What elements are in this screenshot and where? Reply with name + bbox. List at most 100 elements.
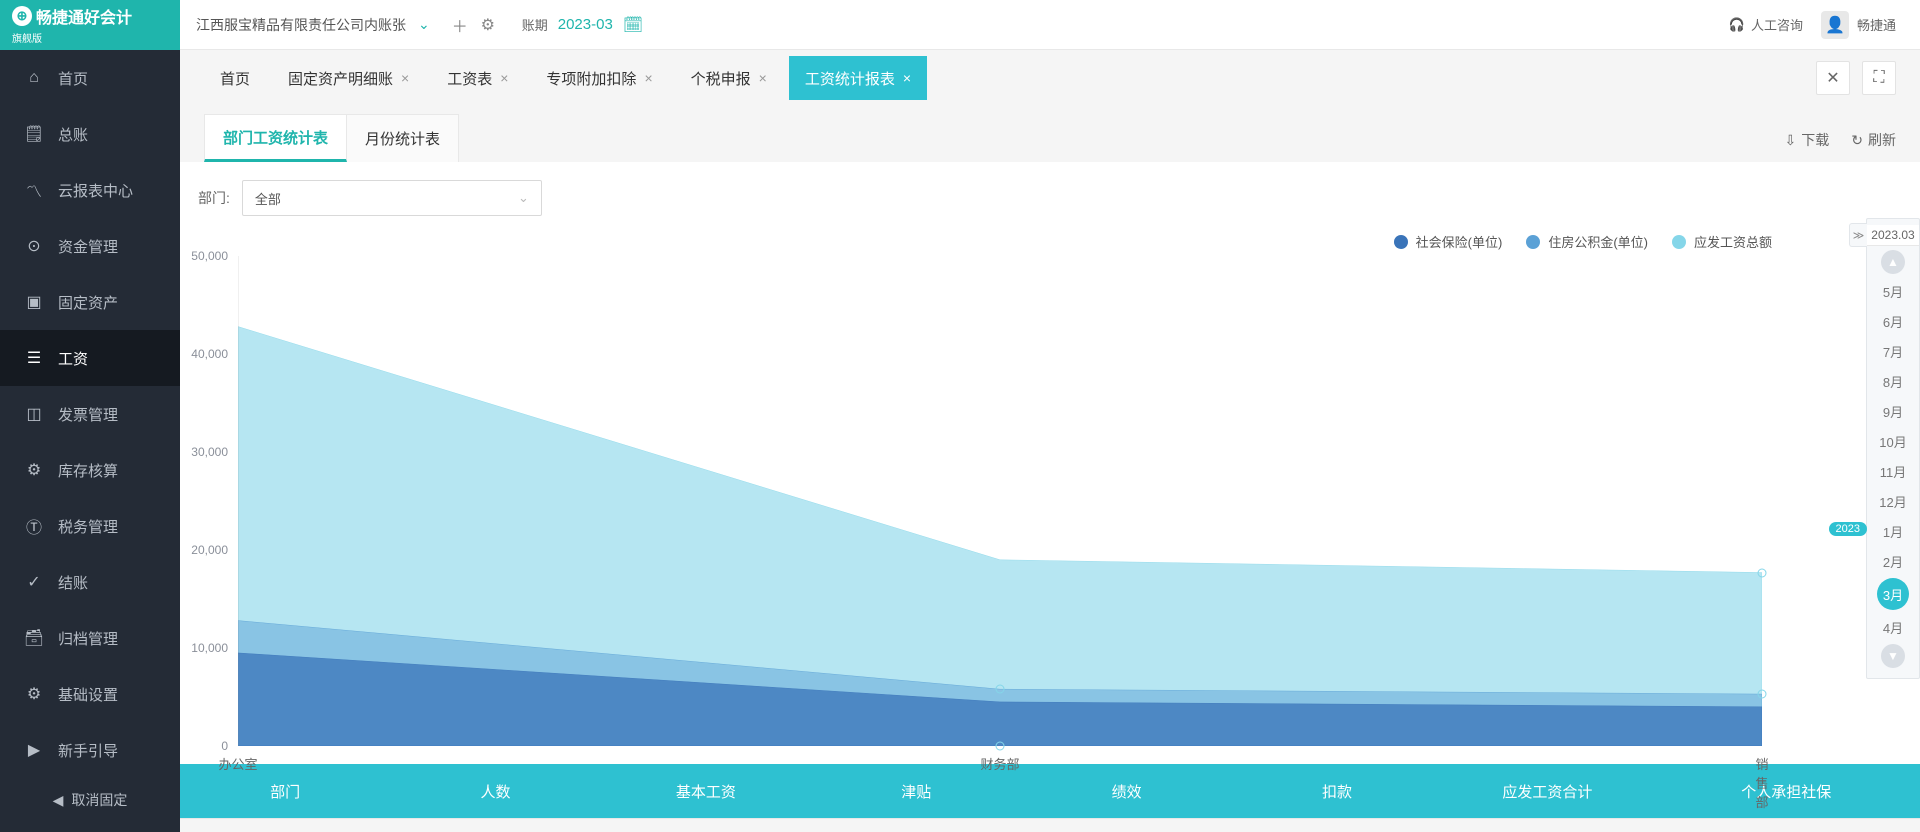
month-cell[interactable]: 9月: [1873, 398, 1913, 424]
month-cell[interactable]: 11月: [1873, 458, 1913, 484]
chart-marker: [1758, 568, 1767, 577]
calendar-icon[interactable]: 🗓: [623, 15, 643, 35]
sidebar-item-archive[interactable]: 🗃归档管理: [0, 610, 180, 666]
chart-legend: 社会保险(单位) 住房公积金(单位) 应发工资总额: [1394, 232, 1772, 251]
tab-5[interactable]: 工资统计报表 ×: [789, 56, 927, 100]
tab-label: 首页: [220, 68, 250, 89]
x-tick-label: 财务部: [980, 754, 1019, 773]
month-cell[interactable]: 2月: [1873, 548, 1913, 574]
month-cell[interactable]: 8月: [1873, 368, 1913, 394]
fullscreen-button[interactable]: ⛶: [1862, 61, 1896, 95]
sidebar-item-tax[interactable]: Ⓣ税务管理: [0, 498, 180, 554]
month-cell[interactable]: 4月: [1873, 614, 1913, 640]
invoice-icon: ◫: [24, 404, 44, 424]
tab-4[interactable]: 个税申报×: [675, 56, 783, 100]
table-header-cell: 部门: [180, 781, 390, 802]
month-cell[interactable]: 5月: [1873, 278, 1913, 304]
legend-item[interactable]: 住房公积金(单位): [1526, 232, 1648, 251]
sidebar-item-label: 总账: [58, 124, 88, 145]
sidebar-item-stock[interactable]: ⚙库存核算: [0, 442, 180, 498]
base-icon: ⚙: [24, 684, 44, 704]
close-icon[interactable]: ×: [759, 70, 767, 86]
table-header-cell: 应发工资合计: [1442, 781, 1652, 802]
home-icon: ⌂: [24, 68, 44, 88]
department-select[interactable]: 全部 ⌄: [242, 180, 542, 216]
avatar: 👤: [1821, 11, 1849, 39]
table-header-cell: 基本工资: [601, 781, 811, 802]
sidebar-item-fund[interactable]: ⊙ 资金管理: [0, 218, 180, 274]
close-icon[interactable]: ×: [644, 70, 652, 86]
chart-plot-area: 010,00020,00030,00040,00050,000办公室财务部销售部: [238, 256, 1762, 746]
month-cell[interactable]: 1月: [1873, 518, 1913, 544]
month-cell[interactable]: 7月: [1873, 338, 1913, 364]
sidebar-item-invoice[interactable]: ◫发票管理: [0, 386, 180, 442]
tab-3[interactable]: 专项附加扣除 ×: [530, 56, 668, 100]
legend-item[interactable]: 应发工资总额: [1672, 232, 1772, 251]
subtab-1[interactable]: 月份统计表: [346, 114, 459, 162]
x-tick-label: 销售部: [1755, 754, 1768, 811]
tab-2[interactable]: 工资表 ×: [431, 56, 524, 100]
sidebar-item-close[interactable]: ✓结账: [0, 554, 180, 610]
close-icon[interactable]: ×: [500, 70, 508, 86]
month-cell[interactable]: 10月: [1873, 428, 1913, 454]
stock-icon: ⚙: [24, 460, 44, 480]
horizontal-scroll[interactable]: [180, 818, 1920, 832]
legend-dot: [1526, 235, 1540, 249]
subtab-0[interactable]: 部门工资统计表: [204, 114, 347, 162]
sidebar-item-label: 资金管理: [58, 236, 118, 257]
legend-item[interactable]: 社会保险(单位): [1394, 232, 1503, 251]
company-selector[interactable]: 江西服宝精品有限责任公司内账张 ⌄: [180, 15, 446, 35]
settings-icon[interactable]: ⚙: [474, 11, 502, 39]
user-name: 畅捷通: [1857, 15, 1896, 34]
table-header: 部门人数基本工资津贴绩效扣款应发工资合计个人承担社保: [180, 764, 1920, 818]
download-label: 下载: [1801, 130, 1829, 150]
y-tick-label: 10,000: [191, 641, 228, 655]
y-tick-label: 40,000: [191, 347, 228, 361]
tab-label: 专项附加扣除: [546, 68, 636, 89]
fixed-icon: ▣: [24, 292, 44, 312]
sidebar-unpin[interactable]: ◀取消固定: [0, 778, 180, 822]
month-cell[interactable]: 3月: [1877, 578, 1909, 610]
sidebar-item-salary[interactable]: ☰工资: [0, 330, 180, 386]
content-panel: 部门工资统计表月份统计表 ⇩ 下载 ↻ 刷新 部门:: [180, 106, 1920, 832]
cloud-icon: 〽: [24, 180, 44, 200]
chevron-down-icon[interactable]: ⌄: [418, 16, 430, 33]
chart: 社会保险(单位) 住房公积金(单位) 应发工资总额 010,00020,00030,…: [198, 226, 1902, 756]
period-label: 账期: [522, 15, 548, 34]
tab-1[interactable]: 固定资产明细账×: [272, 56, 425, 100]
close-all-tabs-button[interactable]: ✕: [1816, 61, 1850, 95]
month-picker-handle[interactable]: ≫: [1849, 223, 1867, 247]
tab-label: 工资表: [447, 68, 492, 89]
tab-label: 工资统计报表: [805, 68, 895, 89]
sidebar-item-base[interactable]: ⚙基础设置: [0, 666, 180, 722]
scroll-down-button[interactable]: ▼: [1881, 644, 1905, 668]
legend-dot: [1672, 235, 1686, 249]
user-menu[interactable]: 👤 畅捷通: [1821, 11, 1896, 39]
scroll-up-button[interactable]: ▲: [1881, 250, 1905, 274]
month-picker: ≫ 2023.03 ▲ 5月6月7月8月9月10月11月12月20231月2月3…: [1866, 218, 1920, 679]
sidebar-item-home[interactable]: ⌂ 首页: [0, 50, 180, 106]
sidebar-item-label: 首页: [58, 68, 88, 89]
tab-0[interactable]: 首页: [204, 56, 266, 100]
chart-marker: [996, 742, 1005, 751]
period-selector[interactable]: 账期 2023-03 🗓: [522, 15, 643, 35]
sidebar-item-fixed[interactable]: ▣固定资产: [0, 274, 180, 330]
table-header-cell: 个人承担社保: [1653, 781, 1920, 802]
close-icon[interactable]: ×: [903, 70, 911, 86]
refresh-button[interactable]: ↻ 刷新: [1851, 130, 1896, 150]
sidebar-item-cloud[interactable]: 〽云报表中心: [0, 162, 180, 218]
support-link[interactable]: 🎧 人工咨询: [1729, 15, 1803, 34]
refresh-label: 刷新: [1868, 130, 1896, 150]
sidebar-item-label: 工资: [58, 348, 88, 369]
sidebar-item-label: 归档管理: [58, 628, 118, 649]
table-header-cell: 津贴: [811, 781, 1021, 802]
download-button[interactable]: ⇩ 下载: [1785, 130, 1830, 150]
month-cell[interactable]: 12月: [1873, 488, 1913, 514]
refresh-icon: ↻: [1851, 132, 1863, 149]
sidebar-item-ledger[interactable]: 🗒总账: [0, 106, 180, 162]
add-button[interactable]: ＋: [446, 11, 474, 39]
fund-icon: ⊙: [24, 236, 44, 256]
sidebar-item-guide[interactable]: ▶新手引导: [0, 722, 180, 778]
month-cell[interactable]: 6月: [1873, 308, 1913, 334]
close-icon[interactable]: ×: [401, 70, 409, 86]
